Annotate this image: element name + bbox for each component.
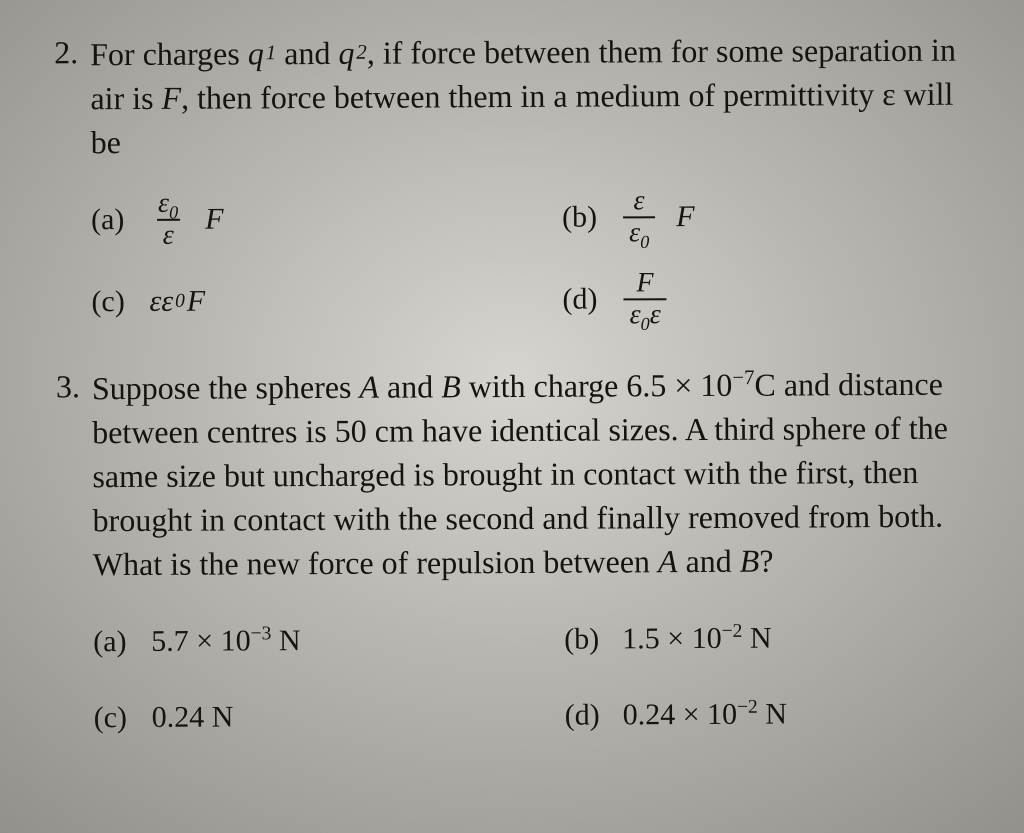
q3-pre: Suppose the spheres [92,369,360,406]
q3-opt-d-value: 0.24 × 10−2 N [623,698,788,733]
q3-exp1: −7 [732,366,754,389]
q2-opt-b-suffix: F [676,200,695,234]
q3-qmark: ? [759,543,773,579]
q2-opt-d-num: F [630,268,659,298]
q2-option-a: (a) ε0 ε F [91,186,502,252]
q2-q2-base: q [338,31,354,75]
q2-q1-base: q [248,31,264,75]
q3-opt-b-exp: −2 [722,621,743,642]
question-2: 2. For charges q1 and q2, if force betwe… [48,28,974,359]
q3-options: (a) 5.7 × 10−3 N (b) 1.5 × 10−2 N (c) 0.… [93,606,976,751]
q2-opt-d-frac: F ε0ε [623,268,667,330]
q3-opt-a-exp: −3 [251,623,272,644]
q2-option-d: (d) F ε0ε [562,266,973,332]
q2-mid2: , then force between them in a medium of… [91,76,954,161]
q2-F: F [161,76,181,120]
page-content: 2. For charges q1 and q2, if force betwe… [0,0,1024,803]
q3-option-d: (d) 0.24 × 10−2 N [564,682,975,748]
q2-opt-d-den-a: ε [629,299,640,330]
q3-opt-a-value: 5.7 × 10−3 N [151,624,301,659]
q3-opt-c-val: 0.24 N [152,700,234,733]
q3-and2: and [677,543,739,579]
q2-option-b: (b) ε ε0 F [562,184,973,250]
q3-opt-d-label: (d) [565,698,609,732]
q2-text: For charges q1 and q2, if force between … [90,28,973,165]
q2-opt-b-num: ε [627,186,650,216]
q3-unit1: C [754,367,776,403]
q2-option-c: (c) εε0F [91,268,502,334]
q2-opt-d-label: (d) [562,283,606,317]
q3-opt-a-unit: N [271,624,300,657]
q3-opt-b-label: (b) [564,622,608,656]
q2-opt-a-frac: ε0 ε [152,189,184,251]
q2-number: 2. [48,32,78,72]
q3-opt-c-value: 0.24 N [152,700,234,734]
question-3: 3. Suppose the spheres A and B with char… [50,362,976,775]
q2-opt-d-den-a-sub: 0 [641,314,650,334]
q2-opt-b-frac: ε ε0 [623,186,655,248]
q3-A: A [359,365,379,409]
q3-opt-c-label: (c) [94,701,138,735]
q3-text: Suppose the spheres A and B with charge … [92,362,975,587]
q2-opt-a-num-base: ε [158,188,169,219]
q2-opt-d-den-b: ε [650,299,661,330]
q2-q2: q2 [338,31,367,75]
q3-opt-b-unit: N [742,622,771,655]
q2-text-pre: For charges [90,35,248,72]
q3-opt-b-value: 1.5 × 10−2 N [622,622,772,657]
q3-number: 3. [50,366,80,406]
q3-B2: B [740,539,760,583]
q3-opt-b-val: 1.5 × 10 [622,622,722,656]
q2-opt-a-num: ε0 [152,189,184,219]
q3-and1: and [379,368,441,404]
q3-mid1: with charge 6.5 × 10 [461,367,733,404]
q3-option-a: (a) 5.7 × 10−3 N [93,608,504,674]
q2-body: For charges q1 and q2, if force between … [90,28,974,359]
q2-opt-a-suffix: F [205,203,224,237]
q2-opt-c-expr: εε0F [149,285,205,319]
q3-option-c: (c) 0.24 N [93,684,504,750]
q2-opt-b-den: ε0 [623,216,655,248]
q2-and1: and [276,35,338,71]
q2-opt-c-pre: εε [149,285,173,319]
q2-q1: q1 [248,31,277,75]
q3-opt-d-val: 0.24 × 10 [623,698,738,732]
q3-A2: A [658,539,678,583]
q2-opt-c-suffix: F [187,285,206,319]
q3-option-b: (b) 1.5 × 10−2 N [564,606,975,672]
q2-opt-d-den: ε0ε [623,298,666,330]
q3-opt-a-label: (a) [93,625,137,659]
q2-opt-a-den: ε [157,219,180,251]
q3-B: B [441,364,461,408]
q2-opt-b-den-sub: 0 [640,232,649,252]
q3-opt-d-exp: −2 [737,697,758,718]
q2-opt-b-den-base: ε [629,217,640,248]
q2-opt-c-label: (c) [91,285,135,319]
q3-opt-a-val: 5.7 × 10 [151,624,251,658]
q2-opt-a-label: (a) [91,203,135,237]
q2-options: (a) ε0 ε F (b) ε ε0 F [91,184,974,335]
q2-opt-b-label: (b) [562,201,606,235]
q3-body: Suppose the spheres A and B with charge … [92,362,976,775]
q3-opt-d-unit: N [758,698,787,731]
